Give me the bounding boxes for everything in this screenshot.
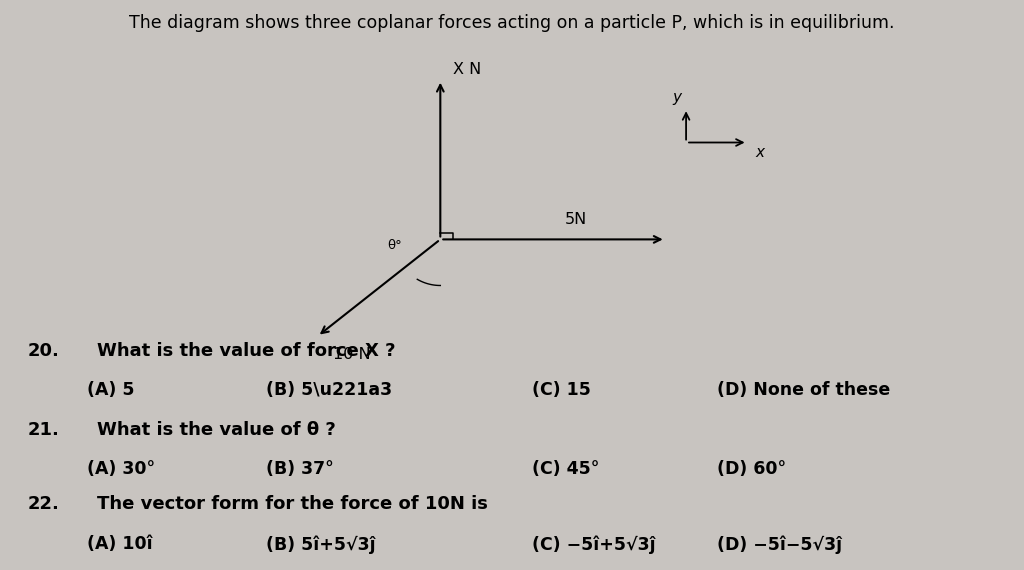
Text: x: x: [756, 145, 765, 160]
Text: (A) 5: (A) 5: [87, 381, 134, 400]
Text: (B) 5î+5√3ĵ: (B) 5î+5√3ĵ: [266, 535, 376, 553]
Text: (A) 10î: (A) 10î: [87, 535, 153, 553]
Text: (D) None of these: (D) None of these: [717, 381, 890, 400]
Text: (C) 15: (C) 15: [532, 381, 591, 400]
Text: (D) 60°: (D) 60°: [717, 459, 786, 478]
Text: 22.: 22.: [28, 495, 59, 514]
Text: y: y: [672, 91, 681, 105]
Text: What is the value of force X ?: What is the value of force X ?: [97, 341, 396, 360]
Text: X N: X N: [453, 62, 481, 77]
Text: (C) −5î+5√3ĵ: (C) −5î+5√3ĵ: [532, 535, 656, 553]
Text: The vector form for the force of 10N is: The vector form for the force of 10N is: [97, 495, 488, 514]
Text: (B) 37°: (B) 37°: [266, 459, 334, 478]
Text: (D) −5î−5√3ĵ: (D) −5î−5√3ĵ: [717, 535, 842, 553]
Text: 10 N: 10 N: [333, 347, 371, 361]
Text: (C) 45°: (C) 45°: [532, 459, 600, 478]
Text: 5N: 5N: [564, 212, 587, 227]
Text: The diagram shows three coplanar forces acting on a particle P, which is in equi: The diagram shows three coplanar forces …: [129, 14, 895, 32]
Text: (B) 5\u221a3: (B) 5\u221a3: [266, 381, 392, 400]
Text: (A) 30°: (A) 30°: [87, 459, 156, 478]
Text: 21.: 21.: [28, 421, 59, 439]
Text: 20.: 20.: [28, 341, 59, 360]
Text: What is the value of θ ?: What is the value of θ ?: [97, 421, 336, 439]
Text: θ°: θ°: [387, 239, 401, 251]
